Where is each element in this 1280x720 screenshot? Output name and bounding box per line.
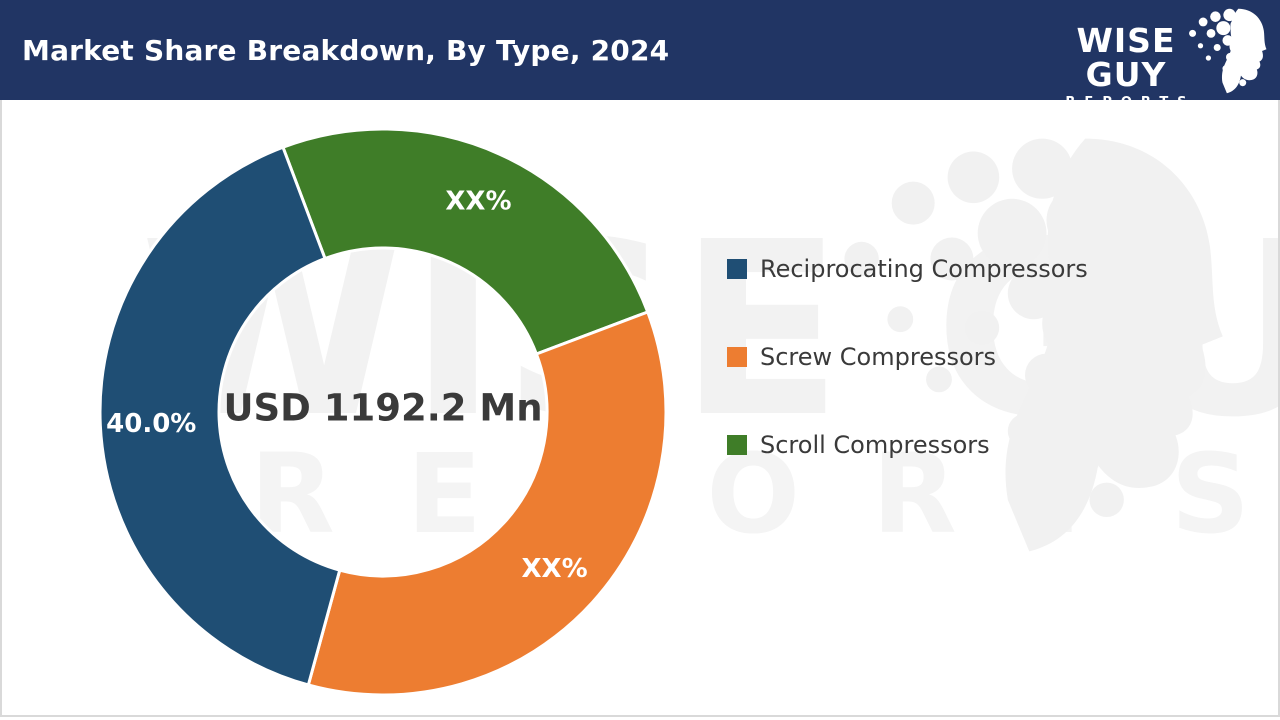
logo-face-icon <box>1189 8 1267 94</box>
segment-percent-label: 40.0% <box>106 409 196 439</box>
donut-segment <box>306 310 668 697</box>
donut-segment <box>98 145 342 687</box>
logo-wordmark-line1: WISE GUY <box>1076 21 1176 94</box>
segment-percent-label: XX% <box>445 187 511 217</box>
header-bar: Market Share Breakdown, By Type, 2024 WI… <box>0 0 1280 110</box>
segment-percent-label: XX% <box>522 554 588 584</box>
page-title: Market Share Breakdown, By Type, 2024 <box>22 34 670 67</box>
donut-svg: XX% XX% 40.0% <box>98 127 668 697</box>
logo-wordmark-line2: REPORTS <box>1065 95 1196 110</box>
legend-item: Reciprocating Compressors <box>727 255 1088 283</box>
logo-wordmark: WISE GUY REPORTS <box>1040 21 1212 111</box>
legend-swatch <box>727 347 747 367</box>
legend-swatch <box>727 259 747 279</box>
page-right-rule <box>1278 100 1280 717</box>
legend: Reciprocating Compressors Screw Compress… <box>727 255 1088 519</box>
legend-label: Reciprocating Compressors <box>760 255 1088 283</box>
legend-item: Scroll Compressors <box>727 431 1088 459</box>
legend-label: Screw Compressors <box>760 343 997 371</box>
legend-item: Screw Compressors <box>727 343 1088 371</box>
page-bottom-rule <box>0 715 1280 717</box>
donut-chart: XX% XX% 40.0% USD 1192.2 Mn <box>83 112 683 712</box>
legend-swatch <box>727 435 747 455</box>
center-value-label: USD 1192.2 Mn <box>223 386 543 430</box>
legend-label: Scroll Compressors <box>760 431 990 459</box>
wise-guy-logo: WISE GUY REPORTS <box>1040 0 1280 110</box>
page-left-rule <box>0 100 2 717</box>
donut-segment <box>281 127 650 356</box>
